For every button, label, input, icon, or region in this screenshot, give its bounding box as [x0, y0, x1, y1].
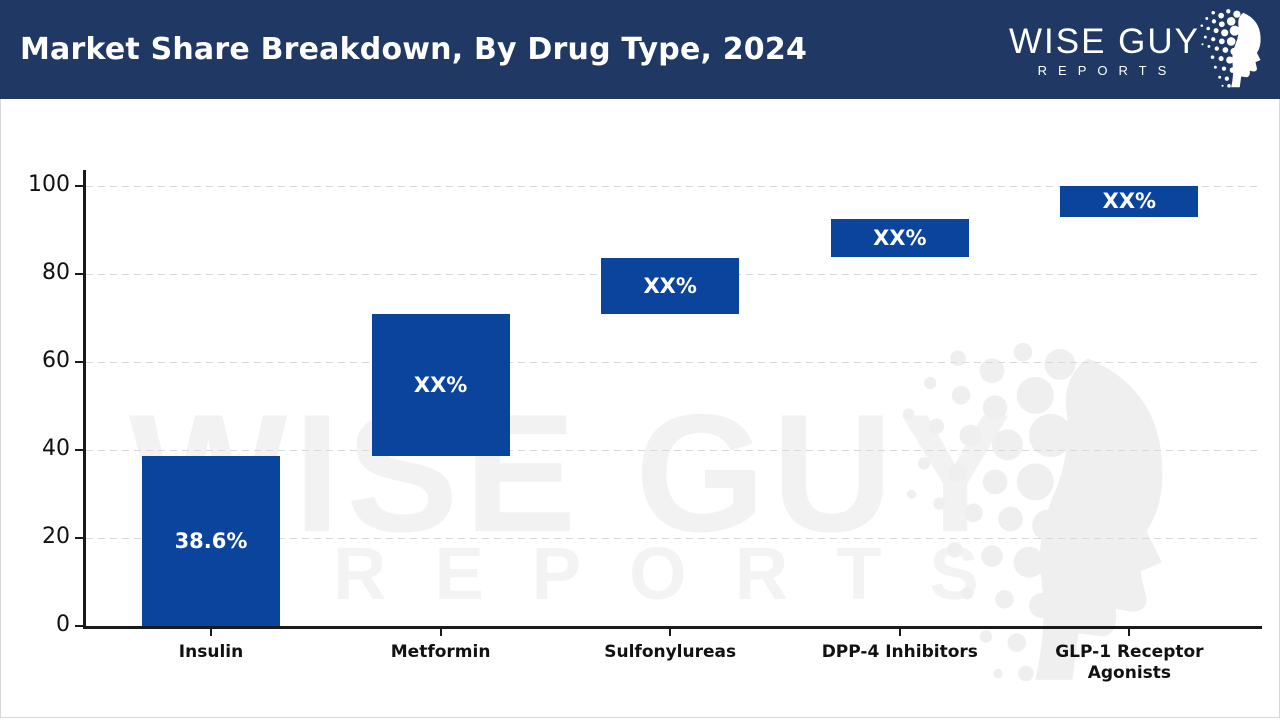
bar-value-label: XX% — [1102, 189, 1157, 214]
gridline-100 — [86, 185, 1262, 187]
bar-insulin: 38.6% — [142, 456, 280, 626]
y-tick — [75, 361, 84, 363]
y-tick-label: 80 — [42, 260, 70, 285]
y-tick — [75, 449, 84, 451]
y-axis — [83, 170, 86, 629]
bar-value-label: 38.6% — [174, 529, 248, 554]
y-tick-label: 100 — [28, 172, 70, 197]
chart-title: Market Share Breakdown, By Drug Type, 20… — [20, 32, 808, 67]
bar-value-label: XX% — [643, 273, 697, 298]
bar-sulfonylureas: XX% — [601, 257, 740, 314]
bar-value-label: XX% — [873, 226, 927, 251]
bar-dpp-4-inhibitors: XX% — [830, 219, 969, 258]
x-tick — [669, 629, 672, 636]
y-tick — [75, 185, 84, 187]
y-tick-label: 60 — [42, 348, 70, 373]
x-tick — [439, 629, 442, 636]
y-tick — [75, 537, 84, 539]
logo-wordmark: WISE GUY — [1008, 22, 1200, 61]
logo-subtitle: REPORTS — [1037, 63, 1178, 78]
bar-value-label: XX% — [413, 372, 468, 397]
x-tick — [210, 629, 212, 636]
bar-metformin: XX% — [371, 313, 510, 457]
wiseguy-logo-text: WISE GUY REPORTS — [1009, 22, 1200, 78]
x-tick — [1128, 629, 1131, 636]
y-tick — [75, 625, 84, 627]
gridline-60 — [86, 361, 1262, 363]
x-axis-label-glp-1-receptor-agonists: GLP-1 Receptor Agonists — [1055, 642, 1204, 684]
y-tick-label: 0 — [56, 612, 70, 637]
header-bar: Market Share Breakdown, By Drug Type, 20… — [0, 0, 1280, 99]
x-axis — [83, 626, 1262, 629]
y-tick-label: 40 — [42, 436, 70, 461]
wiseguy-logo: WISE GUY REPORTS — [1009, 4, 1272, 96]
x-axis-label-metformin: Metformin — [390, 642, 491, 662]
wiseguy-face-icon — [1200, 9, 1261, 88]
x-axis-label-dpp-4-inhibitors: DPP-4 Inhibitors — [821, 642, 978, 662]
x-axis-label-insulin: Insulin — [178, 642, 244, 662]
gridline-20 — [86, 537, 1262, 539]
y-tick-label: 20 — [42, 524, 70, 549]
y-tick — [75, 273, 84, 275]
x-tick — [898, 629, 901, 636]
bar-glp-1-receptor-agonists: XX% — [1060, 186, 1199, 217]
x-axis-label-sulfonylureas: Sulfonylureas — [604, 642, 737, 662]
gridline-40 — [86, 449, 1262, 451]
